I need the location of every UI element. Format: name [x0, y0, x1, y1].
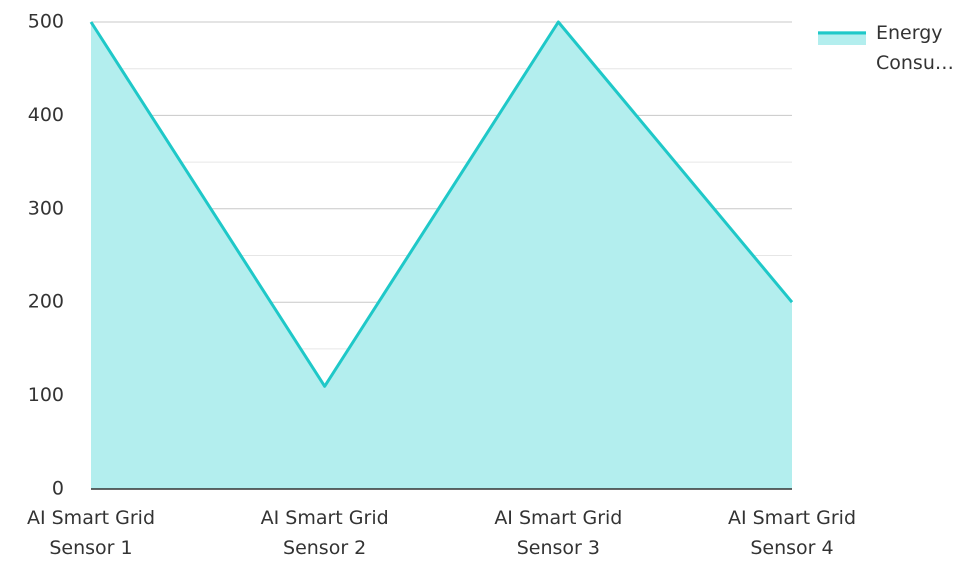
- y-tick-label: 500: [28, 11, 64, 33]
- y-tick-label: 200: [28, 291, 64, 313]
- x-tick-label: AI Smart Grid Sensor 1: [26, 507, 156, 559]
- x-tick-label: AI Smart Grid Sensor 4: [727, 507, 857, 559]
- y-tick-label: 100: [28, 384, 64, 406]
- x-tick-label: AI Smart Grid Sensor 3: [494, 507, 623, 559]
- area-fill: [91, 22, 792, 489]
- y-tick-label: 300: [28, 197, 64, 219]
- x-tick-label: AI Smart Grid Sensor 2: [260, 507, 389, 559]
- area-line: [89, 20, 794, 388]
- legend-label: Energy Consu…: [876, 22, 954, 74]
- y-tick-label: 0: [52, 478, 64, 500]
- y-tick-label: 400: [28, 104, 64, 126]
